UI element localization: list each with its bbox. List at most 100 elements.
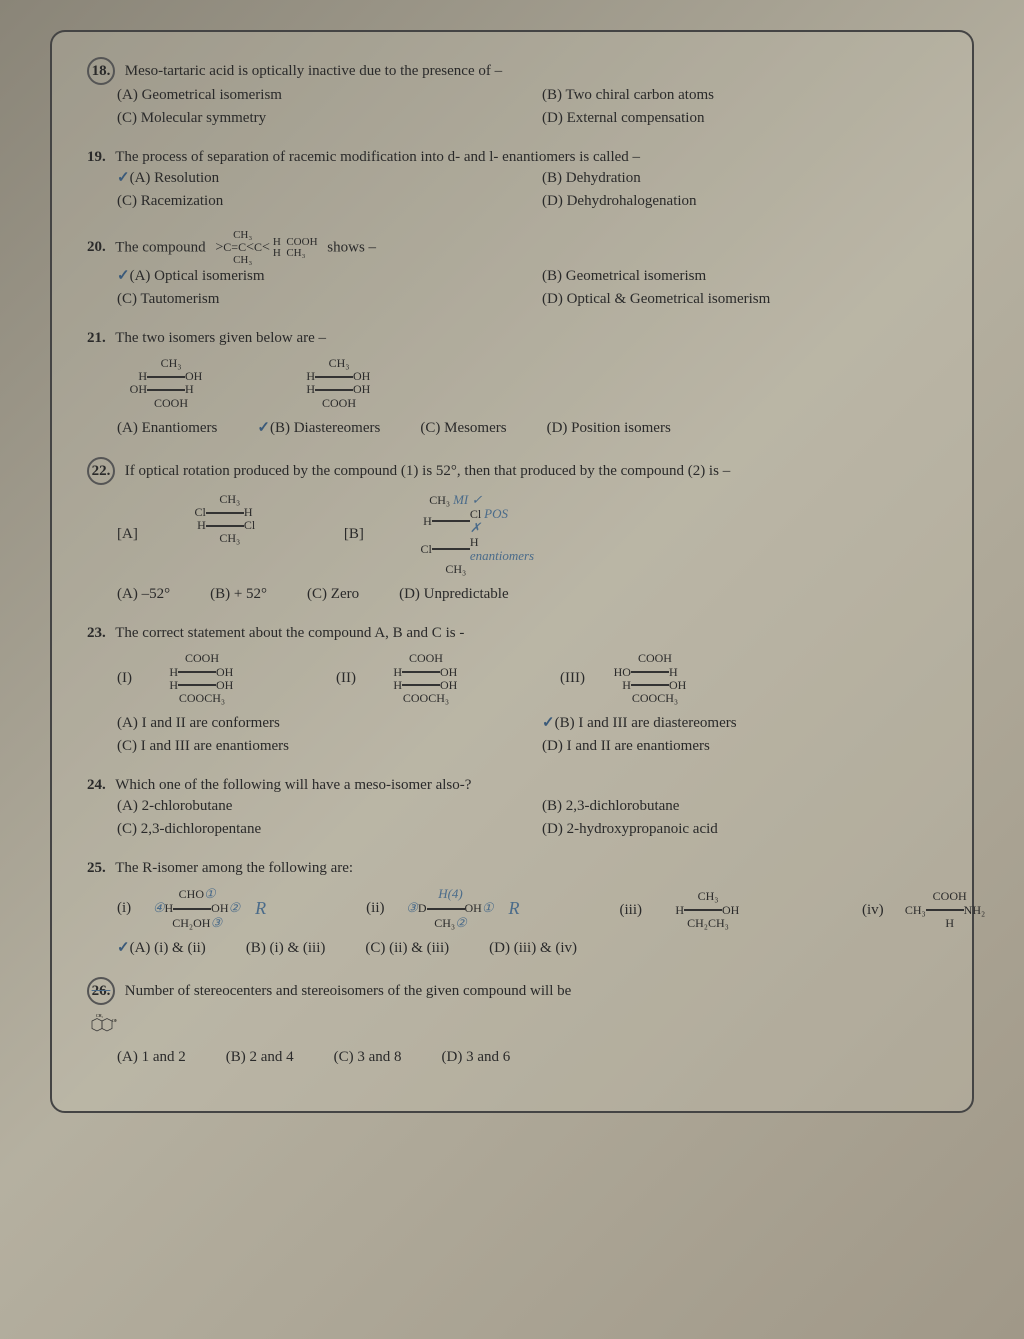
priority-2: ② xyxy=(229,900,241,915)
compound-iii: CH₃ HOH CH₂CH₃ xyxy=(654,890,762,930)
c-right: OH xyxy=(722,904,762,917)
compound-structure: CH₃ >C=C<C< CH₃ H COOH H CH₃ xyxy=(215,230,317,266)
question-23: 23. The correct statement about the comp… xyxy=(87,623,937,757)
q-num: 26. xyxy=(87,977,115,1005)
priority-2: ② xyxy=(455,915,467,930)
option-b: (B) 2 and 4 xyxy=(226,1047,294,1068)
priority-1: ① xyxy=(482,900,494,915)
options: ✓(A) Optical isomerism (B) Geometrical i… xyxy=(117,266,937,310)
option-d: (D) Optical & Geometrical isomerism xyxy=(542,289,937,310)
r2r: OH xyxy=(669,679,709,692)
q-num: 22. xyxy=(87,457,115,485)
question-19: 19. The process of separation of racemic… xyxy=(87,147,937,212)
option-b: (B) 2,3-dichlorobutane xyxy=(542,796,937,817)
r2r: OH xyxy=(440,679,480,692)
option-a-text: (A) Optical isomerism xyxy=(130,268,265,284)
fischer-bot: COOH xyxy=(285,397,393,410)
option-a: ✓(A) Resolution xyxy=(117,168,512,189)
options: (A) Geometrical isomerism (B) Two chiral… xyxy=(117,85,937,129)
c-top: H(4) xyxy=(397,887,505,901)
c-right: OH① xyxy=(465,901,505,915)
fischer-top: CH₃ xyxy=(285,357,393,370)
annotation-enan: enantiomers xyxy=(470,548,534,563)
q-num: 18. xyxy=(87,57,115,85)
fischer-a: CH₃ ClH HCl CH₃ xyxy=(176,493,284,577)
fischer-2: CH₃ HOH HOH COOH xyxy=(285,357,393,410)
q-num: 23. xyxy=(87,623,106,644)
q-stem: The R-isomer among the following are: xyxy=(115,860,353,876)
option-d: (D) Dehydrohalogenation xyxy=(542,191,937,212)
q-stem: Which one of the following will have a m… xyxy=(115,777,471,793)
q-stem-after: shows – xyxy=(327,239,376,255)
option-d: (D) Position isomers xyxy=(547,418,671,439)
label-i: (I) xyxy=(117,668,132,689)
r2r: OH xyxy=(216,679,256,692)
r1l: H xyxy=(372,666,402,679)
tick-icon: ✓ xyxy=(117,268,130,284)
c-left: H xyxy=(654,904,684,917)
fischer-projections: (I) COOH HOH HOH COOCH₃ (II) COOH HOH HO… xyxy=(117,652,937,705)
annotation-r: R xyxy=(255,896,266,921)
option-a: (A) –52° xyxy=(117,584,170,605)
label-b: [B] xyxy=(344,524,364,545)
fischer-r2-right: H enantiomers xyxy=(470,536,510,563)
compound-ii: H(4) ③DOH① CH₃② xyxy=(397,887,505,930)
fischer-b: CH₃ MI ✓ HCl POS ✗ ClH enantiomers CH₃ xyxy=(402,493,510,577)
option-a: (A) 2-chlorobutane xyxy=(117,796,512,817)
options: (A) –52° (B) + 52° (C) Zero (D) Unpredic… xyxy=(117,584,937,605)
q-num: 21. xyxy=(87,328,106,349)
fischer-r2-left: Cl xyxy=(402,543,432,556)
label-iv: (iv) xyxy=(862,900,884,921)
fischer-i: COOH HOH HOH COOCH₃ xyxy=(148,652,256,705)
question-22: 22. If optical rotation produced by the … xyxy=(87,457,937,606)
c-bot: CH₂OH③ xyxy=(143,916,251,930)
priority-4: ④ xyxy=(153,900,165,915)
c-top: CH₃ xyxy=(654,890,762,903)
fischer-iii: COOH HOH HOH COOCH₃ xyxy=(601,652,709,705)
q-num: 25. xyxy=(87,858,106,879)
option-a: (A) 1 and 2 xyxy=(117,1047,186,1068)
q-num: 20. xyxy=(87,237,106,258)
r2l: H xyxy=(372,679,402,692)
option-d: (D) External compensation xyxy=(542,108,937,129)
q-stem: The compound xyxy=(115,239,205,255)
c-left: ④H xyxy=(143,901,173,915)
compound-i: CHO① ④HOH② CH₂OH③ xyxy=(143,887,251,930)
q-stem: The process of separation of racemic mod… xyxy=(115,149,640,165)
question-20: 20. The compound CH₃ >C=C<C< CH₃ H COOH … xyxy=(87,230,937,310)
fischer-bot: COOCH₃ xyxy=(372,692,480,705)
option-c: (C) 2,3-dichloropentane xyxy=(117,819,512,840)
r1l: H xyxy=(148,666,178,679)
fischer-projections: [A] CH₃ ClH HCl CH₃ [B] CH₃ MI ✓ HCl POS… xyxy=(117,493,937,577)
fischer-top: CH₃ xyxy=(117,357,225,370)
fischer-bot: COOCH₃ xyxy=(601,692,709,705)
fischer-r2-left: H xyxy=(176,519,206,532)
bicyclic-icon: CH₃ OH xyxy=(87,1011,117,1041)
fischer-bot: CH₃ xyxy=(402,563,510,576)
fischer-r2-right: H xyxy=(185,383,225,396)
compound-iv: COOH CH₃NH₂ H xyxy=(896,890,1004,930)
option-c: (C) I and III are enantiomers xyxy=(117,736,512,757)
option-d: (D) Unpredictable xyxy=(399,584,509,605)
question-18: 18. Meso-tartaric acid is optically inac… xyxy=(87,57,937,129)
priority-3: ③ xyxy=(210,915,222,930)
option-d: (D) I and II are enantiomers xyxy=(542,736,937,757)
q-stem: The two isomers given below are – xyxy=(115,330,326,346)
label-a: [A] xyxy=(117,524,138,545)
options: (A) 1 and 2 (B) 2 and 4 (C) 3 and 8 (D) … xyxy=(117,1047,937,1068)
compound-structures: (i) CHO① ④HOH② CH₂OH③ R (ii) H(4) ③DOH① … xyxy=(117,887,937,930)
label-ii: (II) xyxy=(336,668,356,689)
option-a: (A) I and II are conformers xyxy=(117,713,512,734)
priority-1: ① xyxy=(204,886,216,901)
annotation-h4: H(4) xyxy=(438,886,463,901)
c-right: NH₂ xyxy=(964,904,1004,917)
option-b: (B) Dehydration xyxy=(542,168,937,189)
fischer-bot: CH₃ xyxy=(176,532,284,545)
c-top: COOH xyxy=(896,890,1004,903)
fischer-top: CH₃ xyxy=(176,493,284,506)
question-21: 21. The two isomers given below are – CH… xyxy=(87,328,937,439)
annotation-mi: MI ✓ xyxy=(453,492,482,507)
option-a: (A) Enantiomers xyxy=(117,418,217,439)
fischer-ii: COOH HOH HOH COOCH₃ xyxy=(372,652,480,705)
r2l: H xyxy=(601,679,631,692)
